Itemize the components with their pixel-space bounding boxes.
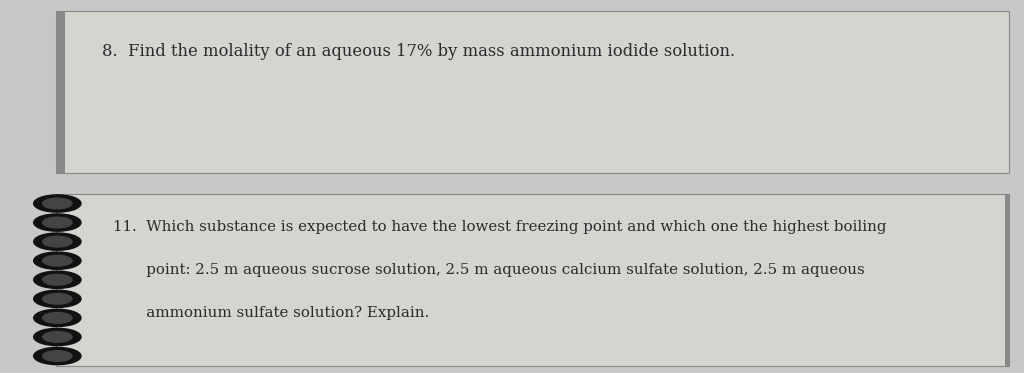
Circle shape xyxy=(43,313,72,323)
Circle shape xyxy=(34,233,81,250)
Circle shape xyxy=(34,347,81,365)
Text: 11.  Which substance is expected to have the lowest freezing point and which one: 11. Which substance is expected to have … xyxy=(113,220,886,234)
Circle shape xyxy=(43,332,72,342)
Circle shape xyxy=(34,252,81,269)
Circle shape xyxy=(34,328,81,345)
Circle shape xyxy=(43,351,72,361)
Bar xyxy=(56,11,1009,173)
Bar xyxy=(1005,194,1009,366)
Circle shape xyxy=(43,275,72,285)
Circle shape xyxy=(34,214,81,231)
Circle shape xyxy=(43,236,72,247)
Circle shape xyxy=(34,195,81,212)
Text: ammonium sulfate solution? Explain.: ammonium sulfate solution? Explain. xyxy=(113,306,429,320)
Circle shape xyxy=(34,271,81,288)
Circle shape xyxy=(34,290,81,307)
Circle shape xyxy=(43,256,72,266)
Circle shape xyxy=(43,294,72,304)
Circle shape xyxy=(43,198,72,209)
Bar xyxy=(56,11,65,173)
Circle shape xyxy=(34,309,81,326)
Circle shape xyxy=(43,217,72,228)
Text: point: 2.5 m aqueous sucrose solution, 2.5 m aqueous calcium sulfate solution, 2: point: 2.5 m aqueous sucrose solution, 2… xyxy=(113,263,864,277)
Text: 8.  Find the molality of an aqueous 17% by mass ammonium iodide solution.: 8. Find the molality of an aqueous 17% b… xyxy=(102,43,735,60)
Bar xyxy=(56,194,1009,366)
